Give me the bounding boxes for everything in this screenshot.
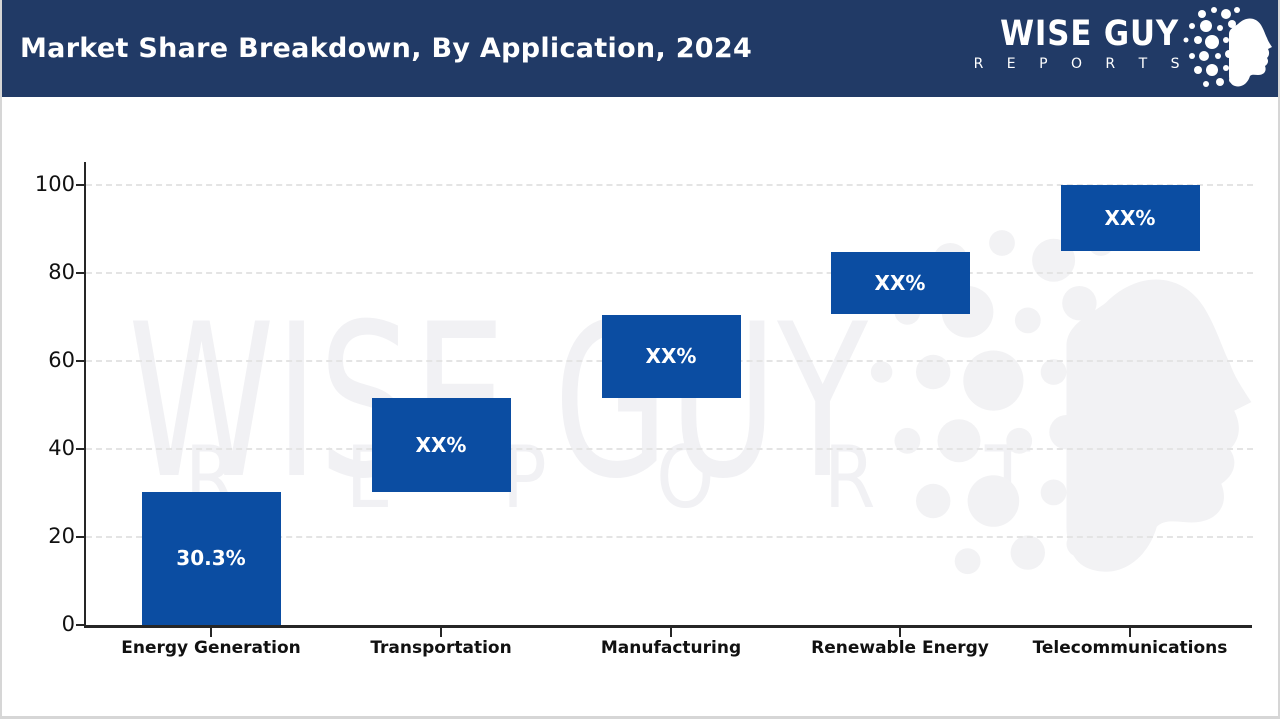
bar-value-label: 30.3% [176, 546, 246, 571]
y-tick-0 [76, 624, 85, 626]
y-axis-label: 100 [34, 172, 75, 196]
x-axis-label: Manufacturing [600, 638, 742, 658]
x-tick-2 [670, 628, 672, 637]
x-axis-label: Transportation [370, 638, 512, 658]
page-title: Market Share Breakdown, By Application, … [20, 33, 753, 64]
x-tick-4 [1129, 628, 1131, 637]
y-tick-60 [76, 360, 85, 362]
y-axis-label: 20 [48, 524, 75, 548]
x-tick-1 [440, 628, 442, 637]
bar-transportation: XX% [371, 397, 511, 492]
bar-energy-generation: 30.3% [141, 491, 281, 625]
y-tick-80 [76, 272, 85, 274]
brand-logo-line1: WISE GUY [999, 14, 1179, 54]
bar-value-label: XX% [874, 271, 926, 296]
y-axis-label: 40 [48, 436, 75, 460]
gridline-y-20 [86, 536, 1253, 538]
y-tick-20 [76, 536, 85, 538]
x-axis-label: Renewable Energy [811, 638, 989, 658]
y-axis-label: 80 [48, 260, 75, 284]
y-axis-label: 0 [61, 612, 75, 636]
gridline-y-80 [86, 272, 1253, 274]
gridline-y-100 [86, 184, 1253, 186]
y-axis-line [84, 162, 86, 628]
brand-logo: WISE GUY R E P O R T S [974, 0, 1272, 97]
x-tick-0 [210, 628, 212, 637]
bar-renewable-energy: XX% [830, 251, 970, 315]
x-axis-line [84, 625, 1252, 628]
x-axis-label: Energy Generation [121, 638, 301, 658]
y-tick-40 [76, 448, 85, 450]
x-axis-label: Telecommunications [1032, 638, 1228, 658]
bar-value-label: XX% [645, 344, 697, 369]
brand-logo-face-icon [1183, 7, 1272, 87]
header-bar: Market Share Breakdown, By Application, … [0, 0, 1280, 97]
gridline-y-40 [86, 448, 1253, 450]
x-tick-3 [899, 628, 901, 637]
bar-value-label: XX% [1104, 206, 1156, 231]
bar-telecommunications: XX% [1060, 185, 1200, 252]
bar-value-label: XX% [415, 432, 467, 457]
y-tick-100 [76, 184, 85, 186]
y-axis-label: 60 [48, 348, 75, 372]
brand-logo-line2: R E P O R T S [973, 56, 1189, 72]
brand-logo-text: WISE GUY R E P O R T S [974, 14, 1180, 72]
bar-manufacturing: XX% [601, 314, 741, 398]
